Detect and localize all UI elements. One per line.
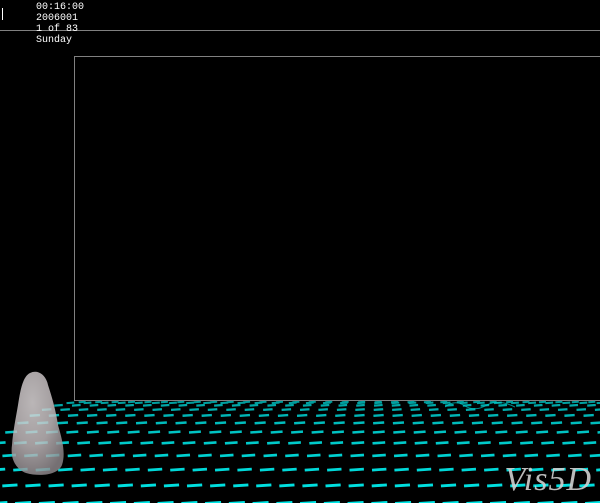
vis5d-viewport[interactable]: 00:16:00 2006001 1 of 83 Sunday Vis5D	[0, 0, 600, 503]
isosurface-blob	[10, 367, 68, 477]
info-frame: 1 of 83	[36, 24, 84, 35]
timeline-tick	[2, 8, 3, 20]
info-overlay: 00:16:00 2006001 1 of 83 Sunday	[36, 2, 84, 46]
floor-contour	[445, 397, 515, 415]
info-day: Sunday	[36, 35, 84, 46]
info-date: 2006001	[36, 13, 84, 24]
vis5d-watermark: Vis5D	[505, 461, 592, 499]
info-timestamp: 00:16:00	[36, 2, 84, 13]
